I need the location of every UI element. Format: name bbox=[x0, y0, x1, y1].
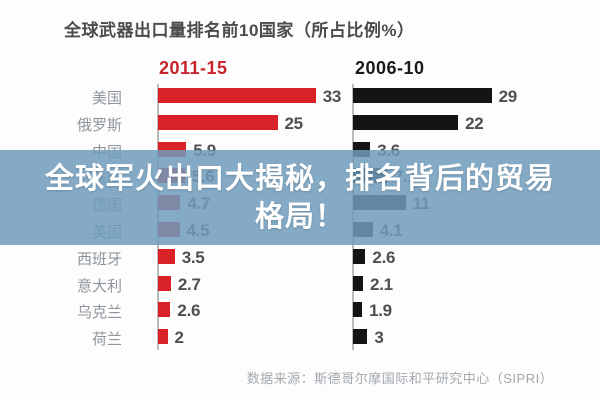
overlay-text-line2: 格局！ bbox=[254, 200, 345, 233]
bar-value-label: 22 bbox=[465, 113, 484, 133]
series-header-2006-10: 2006-10 bbox=[355, 58, 425, 78]
country-label: 俄罗斯 bbox=[76, 116, 122, 134]
overlay-text-line1: 全球军火出口大揭秘，排名背后的贸易 bbox=[44, 162, 555, 195]
bar-value-label: 2.1 bbox=[370, 274, 393, 294]
bar-2011-15 bbox=[158, 114, 278, 130]
bar-2006-10 bbox=[353, 275, 364, 291]
bar-value-label: 25 bbox=[284, 113, 304, 133]
chart-title: 全球武器出口量排名前10国家（所占比例%） bbox=[64, 21, 415, 40]
bar-2006-10 bbox=[353, 329, 368, 345]
bar-value-label: 2.6 bbox=[372, 247, 396, 267]
bar-2011-15 bbox=[158, 88, 316, 103]
bar-value-label: 2.7 bbox=[177, 274, 201, 294]
bar-value-label: 33 bbox=[322, 87, 342, 106]
bar-value-label: 3.5 bbox=[181, 247, 205, 267]
overlay-banner: 全球军火出口大揭秘，排名背后的贸易 格局！ bbox=[0, 150, 600, 245]
bar-value-label: 2 bbox=[174, 328, 184, 348]
bar-2006-10 bbox=[353, 302, 363, 318]
bar-value-label: 1.9 bbox=[369, 301, 392, 321]
bar-2006-10 bbox=[353, 114, 459, 130]
bar-2011-15 bbox=[158, 248, 175, 264]
country-label: 荷兰 bbox=[91, 331, 122, 349]
bar-2006-10 bbox=[353, 88, 492, 103]
bar-2011-15 bbox=[158, 275, 171, 291]
bar-2011-15 bbox=[158, 302, 171, 318]
country-label: 乌克兰 bbox=[76, 304, 122, 322]
bar-value-label: 3 bbox=[374, 328, 384, 348]
source-note: 数据来源：斯德哥尔摩国际和平研究中心（SIPRI） bbox=[246, 371, 554, 386]
bar-value-label: 2.6 bbox=[177, 301, 201, 321]
country-label: 意大利 bbox=[76, 277, 122, 295]
bar-2006-10 bbox=[353, 248, 366, 264]
bar-value-label: 29 bbox=[498, 87, 518, 106]
series-header-2011-15: 2011-15 bbox=[159, 58, 228, 78]
bar-2011-15 bbox=[158, 329, 168, 345]
country-label: 美国 bbox=[91, 90, 122, 107]
country-label: 西班牙 bbox=[76, 250, 122, 268]
